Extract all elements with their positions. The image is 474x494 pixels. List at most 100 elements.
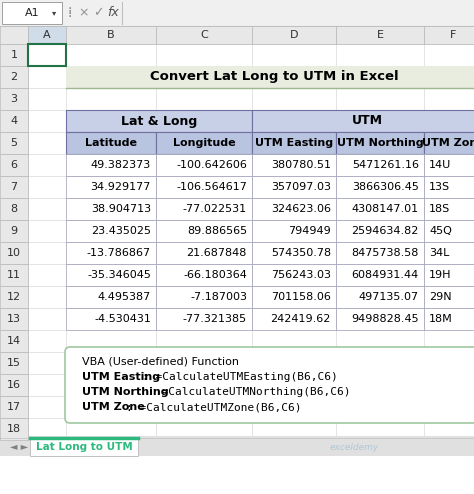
Text: -77.022531: -77.022531 (183, 204, 247, 214)
Text: 29N: 29N (429, 292, 452, 302)
Text: Lat & Long: Lat & Long (121, 115, 197, 127)
Bar (0, 198, 28, 220)
Text: -7.187003: -7.187003 (190, 292, 247, 302)
Text: 4308147.01: 4308147.01 (352, 204, 419, 214)
Text: 49.382373: 49.382373 (91, 160, 151, 170)
Bar (0, 44, 28, 66)
Text: 2594634.82: 2594634.82 (352, 226, 419, 236)
Bar (156, 154, 252, 176)
Bar (156, 242, 252, 264)
Text: 34L: 34L (429, 248, 449, 258)
Text: 18: 18 (7, 424, 21, 434)
Text: : =CalculateUTMZone(B6,C6): : =CalculateUTMZone(B6,C6) (126, 402, 301, 412)
Bar (336, 220, 424, 242)
Text: 14: 14 (7, 336, 21, 346)
Bar (66, 176, 156, 198)
Text: UTM Zone: UTM Zone (422, 138, 474, 148)
Text: exceldemy: exceldemy (330, 443, 379, 452)
Bar (336, 154, 424, 176)
Text: 242419.62: 242419.62 (271, 314, 331, 324)
Text: 21.687848: 21.687848 (187, 248, 247, 258)
Bar (424, 154, 474, 176)
Bar (30, 438, 138, 456)
Text: 5: 5 (10, 138, 18, 148)
Bar (0, 26, 28, 44)
Text: 34.929177: 34.929177 (91, 182, 151, 192)
Bar (156, 132, 252, 154)
Text: 7: 7 (10, 182, 18, 192)
Bar (156, 176, 252, 198)
Bar (424, 26, 474, 44)
Text: A: A (43, 30, 51, 40)
Bar (28, 26, 66, 44)
Text: UTM Northing: UTM Northing (337, 138, 423, 148)
Text: B: B (107, 30, 115, 40)
Text: 12: 12 (7, 292, 21, 302)
Bar (336, 286, 424, 308)
Bar (252, 198, 336, 220)
Bar (252, 286, 336, 308)
Bar (66, 132, 156, 154)
Text: E: E (376, 30, 383, 40)
Text: 5471261.16: 5471261.16 (352, 160, 419, 170)
Text: -66.180364: -66.180364 (183, 270, 247, 280)
Bar (0, 418, 28, 440)
Bar (156, 286, 252, 308)
Bar (156, 308, 252, 330)
Text: 3866306.45: 3866306.45 (352, 182, 419, 192)
Bar (0, 110, 28, 132)
Text: 9: 9 (10, 226, 18, 236)
Text: 8475738.58: 8475738.58 (352, 248, 419, 258)
Text: 756243.03: 756243.03 (271, 270, 331, 280)
Bar (252, 110, 474, 132)
Text: 8: 8 (10, 204, 18, 214)
Bar (0, 308, 28, 330)
Bar (0, 352, 28, 374)
Bar (0, 374, 28, 396)
Bar (66, 308, 156, 330)
Bar (252, 26, 336, 44)
Text: 19H: 19H (429, 270, 452, 280)
Text: -4.530431: -4.530431 (94, 314, 151, 324)
Bar (28, 44, 474, 440)
Text: 14U: 14U (429, 160, 451, 170)
Text: 9498828.45: 9498828.45 (351, 314, 419, 324)
Bar (336, 242, 424, 264)
Text: 2: 2 (10, 72, 18, 82)
Bar (424, 264, 474, 286)
Text: UTM Northing: UTM Northing (82, 387, 169, 397)
Text: : =CalculateUTMNorthing(B6,C6): : =CalculateUTMNorthing(B6,C6) (148, 387, 350, 397)
Text: D: D (290, 30, 298, 40)
Bar (66, 220, 156, 242)
Bar (424, 286, 474, 308)
Text: 1: 1 (10, 50, 18, 60)
Text: 18S: 18S (429, 204, 450, 214)
Bar (156, 264, 252, 286)
Bar (252, 264, 336, 286)
Text: -77.321385: -77.321385 (183, 314, 247, 324)
Bar (336, 26, 424, 44)
Bar (336, 308, 424, 330)
Bar (0, 88, 28, 110)
Bar (424, 308, 474, 330)
Text: 4: 4 (10, 116, 18, 126)
Text: A1: A1 (25, 8, 39, 18)
Text: ◄ ►: ◄ ► (10, 442, 28, 452)
Bar (2, 2, 62, 24)
Bar (0, 220, 28, 242)
Bar (252, 220, 336, 242)
Text: 13S: 13S (429, 182, 450, 192)
Bar (424, 132, 474, 154)
Bar (252, 308, 336, 330)
Bar (0, 396, 28, 418)
Text: 6084931.44: 6084931.44 (352, 270, 419, 280)
Text: 380780.51: 380780.51 (271, 160, 331, 170)
Text: 16: 16 (7, 380, 21, 390)
Text: 701158.06: 701158.06 (271, 292, 331, 302)
Text: 6: 6 (10, 160, 18, 170)
Text: VBA (User-defined) Function: VBA (User-defined) Function (82, 357, 239, 367)
Text: C: C (200, 30, 208, 40)
Bar (0, 330, 28, 352)
Text: 574350.78: 574350.78 (271, 248, 331, 258)
Text: 89.886565: 89.886565 (187, 226, 247, 236)
